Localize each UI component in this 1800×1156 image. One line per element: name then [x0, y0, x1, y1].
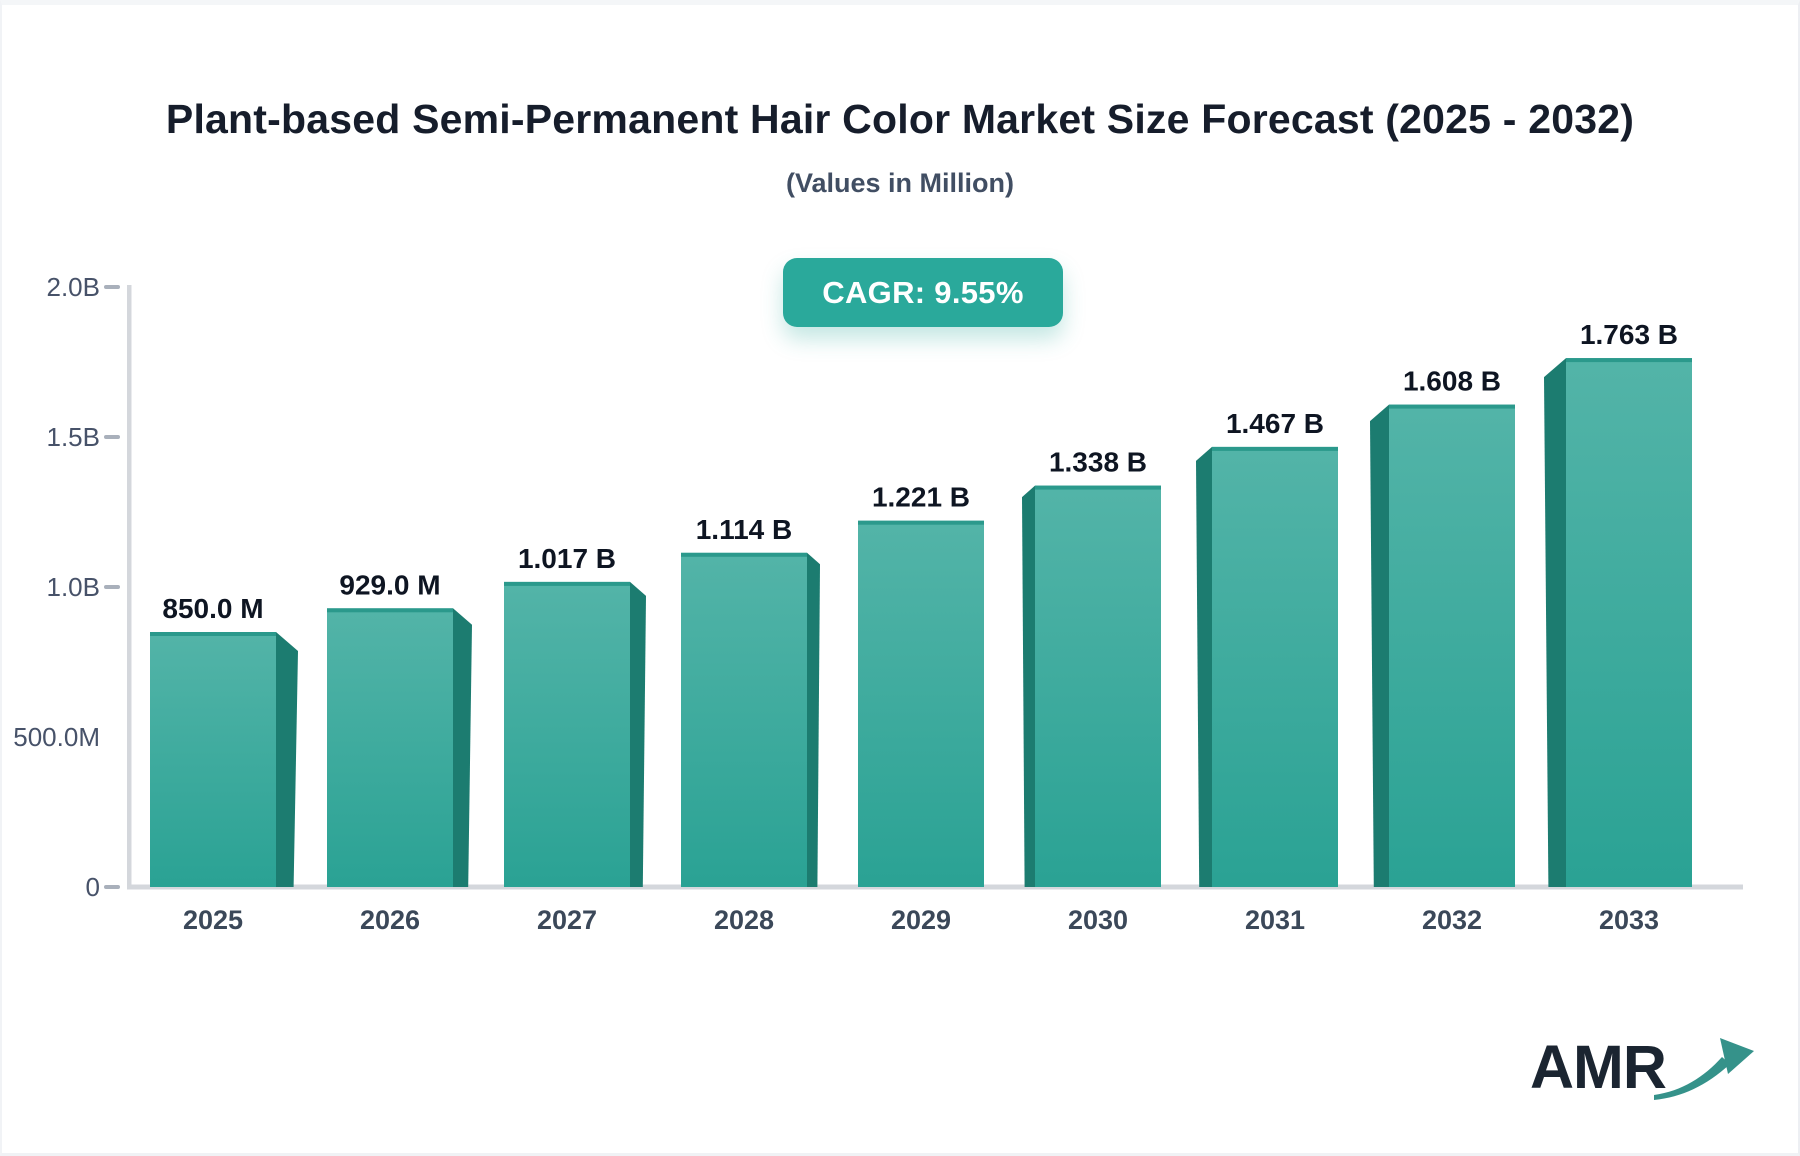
bar-value-label: 1.221 B [872, 482, 970, 513]
bar-value-label: 1.763 B [1580, 319, 1678, 350]
y-tick-label: 1.0B [47, 572, 101, 602]
bar [1389, 404, 1515, 887]
bar-top-edge [150, 632, 276, 636]
x-tick-label: 2026 [360, 905, 420, 935]
amr-logo-text: AMR [1530, 1033, 1667, 1101]
bar-top-edge [327, 608, 453, 613]
x-tick-label: 2025 [183, 905, 243, 935]
x-tick-label: 2030 [1068, 905, 1128, 935]
y-tick-dash [104, 285, 120, 289]
bar-side-face [276, 632, 298, 887]
y-tick-label: 0 [86, 872, 100, 902]
bar-value-label: 1.608 B [1403, 366, 1501, 397]
bar-top-edge [681, 552, 807, 557]
bar-value-label: 1.467 B [1226, 408, 1324, 439]
bar-value-label: 929.0 M [339, 569, 440, 600]
bar [327, 608, 453, 887]
bar [504, 581, 630, 887]
x-tick-label: 2028 [714, 905, 774, 935]
x-tick-label: 2027 [537, 905, 597, 935]
x-tick-label: 2033 [1599, 905, 1659, 935]
bar [1212, 446, 1338, 887]
bar-side-face [1196, 446, 1212, 887]
chart-subtitle: (Values in Million) [785, 168, 1015, 198]
y-axis-line [127, 285, 132, 889]
bar-side-face [630, 581, 646, 887]
bar-side-face [807, 552, 820, 887]
bar-value-label: 1.017 B [518, 543, 616, 574]
bar [150, 632, 276, 887]
y-tick-label: 2.0B [47, 272, 101, 302]
cagr-badge: CAGR: 9.55% [783, 258, 1063, 327]
bar-top-edge [1389, 404, 1515, 409]
y-tick-dash [104, 885, 120, 889]
y-tick-label: 1.5B [47, 422, 101, 452]
growth-arrow-icon [1654, 1038, 1754, 1100]
x-tick-label: 2029 [891, 905, 951, 935]
bar [1566, 358, 1692, 888]
cagr-badge-label: CAGR: 9.55% [822, 274, 1024, 310]
x-tick-label: 2031 [1245, 905, 1305, 935]
bar-side-face [1370, 404, 1389, 887]
bar-side-face [1022, 485, 1035, 887]
bar-top-edge [1035, 485, 1161, 490]
bar-value-label: 1.338 B [1049, 447, 1147, 478]
y-tick-dash [104, 585, 120, 589]
y-tick-label: 500.0M [13, 722, 100, 752]
chart-title: Plant-based Semi-Permanent Hair Color Ma… [165, 96, 1635, 142]
bar-top-edge [858, 520, 984, 525]
bar [858, 520, 984, 887]
x-tick-label: 2032 [1422, 905, 1482, 935]
y-tick-dash [104, 435, 120, 439]
bar-side-face [453, 608, 472, 887]
amr-logo: AMR [1530, 1032, 1760, 1112]
bar-side-face [1544, 358, 1566, 888]
bar-value-label: 850.0 M [162, 593, 263, 624]
bar [1035, 485, 1161, 887]
bar [681, 552, 807, 887]
bar-top-edge [504, 581, 630, 586]
bar-value-label: 1.114 B [696, 514, 793, 545]
bar-top-edge [1566, 358, 1692, 363]
bar-top-edge [1212, 446, 1338, 451]
